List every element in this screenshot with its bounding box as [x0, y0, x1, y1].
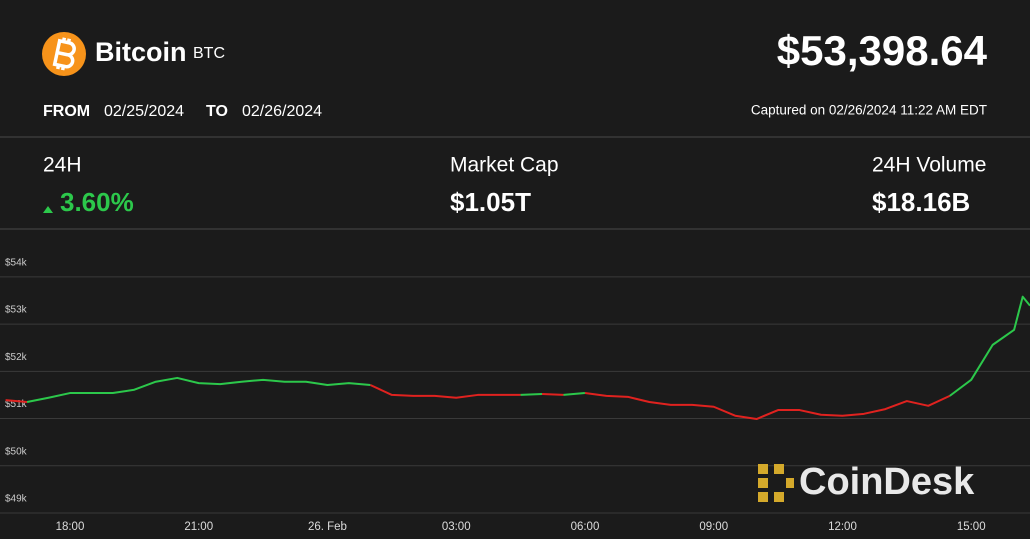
coin-name: Bitcoin — [95, 37, 187, 67]
price: $53,398.64 — [777, 27, 988, 74]
price-line — [563, 392, 586, 396]
plot: $49k $50k $51k $52k $53k $54k 18:00 21:00 26. Fe… — [0, 258, 1030, 533]
stat-value: $18.16B — [872, 187, 970, 217]
y-tick-label: $49k — [5, 494, 28, 505]
x-tick-label: 06:00 — [571, 521, 600, 533]
watermark: CoinDesk — [799, 461, 975, 503]
stat-label: 24H Volume — [872, 154, 986, 177]
x-tick-label: 09:00 — [699, 521, 728, 533]
price-line — [584, 392, 951, 421]
price-line — [541, 392, 564, 396]
up-arrow — [43, 206, 53, 213]
x-tick-label: 03:00 — [442, 521, 471, 533]
stat-value: $1.05T — [450, 187, 531, 217]
y-tick-label: $51k — [5, 399, 28, 410]
price-line — [26, 376, 371, 403]
price-line — [949, 295, 1030, 397]
bitcoin-logo — [42, 32, 86, 76]
x-tick-label: 12:00 — [828, 521, 857, 533]
stat-label: 24H — [43, 154, 82, 177]
from-label: FROM — [43, 103, 90, 120]
to-date: 02/26/2024 — [242, 103, 322, 120]
y-tick-label: $54k — [5, 258, 28, 269]
y-tick-label: $50k — [5, 446, 28, 457]
from-date: 02/25/2024 — [104, 103, 184, 120]
y-tick-label: $53k — [5, 305, 28, 316]
watermark-logo — [758, 464, 794, 502]
price-line — [520, 392, 543, 396]
x-tick-label: 26. Feb — [308, 521, 347, 533]
stat-value: 3.60% — [60, 187, 134, 217]
coin-symbol: BTC — [193, 45, 225, 62]
price-line — [369, 384, 521, 399]
y-tick-label: $52k — [5, 352, 28, 363]
x-tick-label: 18:00 — [56, 521, 85, 533]
stat-label: Market Cap — [450, 154, 559, 177]
captured: Captured on 02/26/2024 11:22 AM EDT — [751, 103, 987, 118]
x-tick-label: 21:00 — [184, 521, 213, 533]
price-line — [5, 399, 28, 404]
to-label: TO — [206, 103, 228, 120]
x-tick-label: 15:00 — [957, 521, 986, 533]
